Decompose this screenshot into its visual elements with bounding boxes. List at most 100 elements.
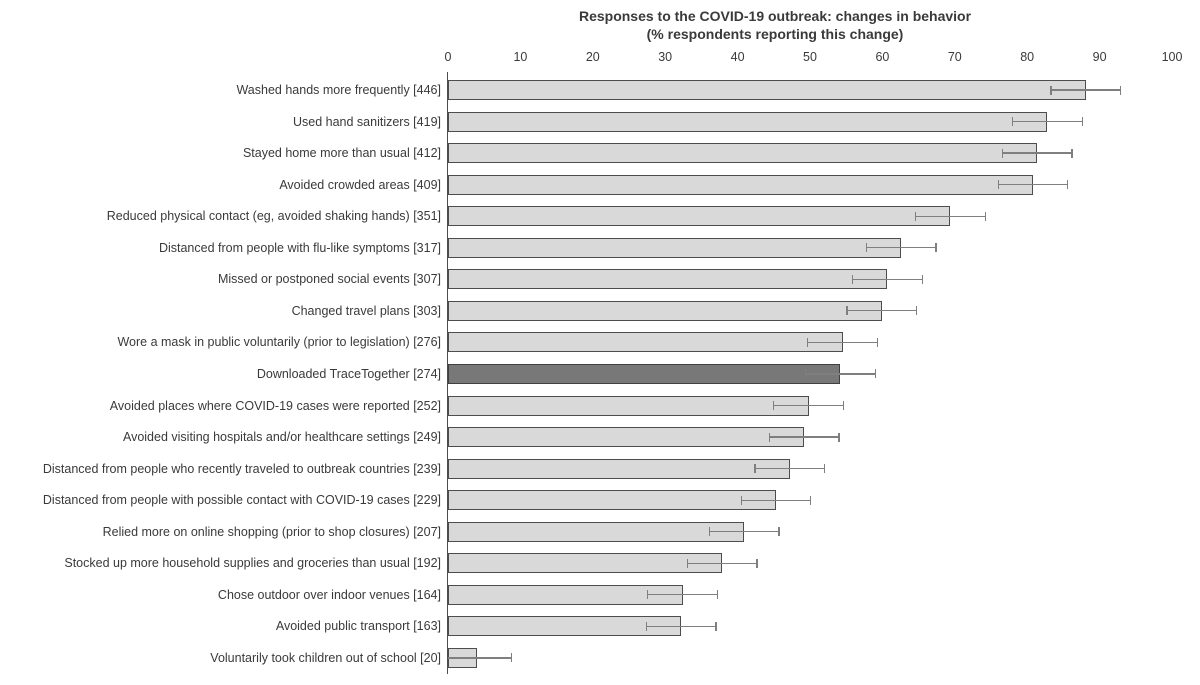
error-bar-cap-right (1081, 117, 1083, 127)
error-bar-cap-right (876, 337, 878, 347)
bar (448, 174, 1033, 195)
x-tick-label: 40 (730, 50, 745, 64)
x-tick-label: 30 (658, 50, 673, 64)
error-bar-cap-right (915, 306, 918, 316)
error-bar-cap-right (984, 211, 986, 221)
bar (448, 363, 841, 384)
error-bar-line (646, 625, 716, 627)
y-axis-line (446, 72, 448, 674)
error-bar-cap-left (805, 369, 807, 379)
category-label: Distanced from people with possible cont… (42, 493, 441, 508)
error-bar-line (852, 278, 923, 280)
error-bar-line (805, 373, 876, 375)
bar (448, 269, 888, 290)
chart-subtitle: (% respondents reporting this change) (646, 26, 904, 42)
error-bar-cap-right (715, 621, 717, 631)
category-label: Washed hands more frequently [446] (236, 83, 441, 97)
error-bar-line (709, 531, 779, 533)
x-tick-label: 20 (585, 50, 600, 64)
error-bar-cap-left (686, 558, 689, 568)
error-bar-line (807, 341, 878, 344)
error-bar-cap-left (915, 211, 917, 221)
error-bar-line (1051, 89, 1121, 91)
category-label: Used hand sanitizers [419] (292, 114, 441, 129)
error-bar-cap-left (645, 621, 648, 631)
category-label: Avoided public transport [163] (275, 619, 441, 634)
error-bar-cap-right (1119, 85, 1122, 95)
bar (448, 143, 1038, 164)
error-bar-line (754, 467, 825, 470)
bar (448, 237, 902, 258)
error-bar-line (915, 215, 986, 217)
category-label: Downloaded TraceTogether [274] (256, 366, 441, 381)
category-label: Stocked up more household supplies and g… (64, 556, 441, 571)
error-bar-cap-left (740, 495, 742, 505)
error-bar-cap-right (838, 432, 840, 442)
category-label: Avoided places where COVID-19 cases were… (109, 398, 441, 413)
error-bar-cap-left (773, 401, 775, 410)
bar (448, 553, 723, 574)
error-bar-cap-left (865, 243, 868, 253)
error-bar-cap-right (1071, 148, 1073, 158)
error-bar-line (846, 310, 917, 312)
bar (448, 427, 805, 448)
error-bar-cap-right (842, 401, 844, 410)
bar (448, 111, 1048, 132)
category-label: Distanced from people who recently trave… (42, 461, 441, 476)
error-bar-line (1002, 152, 1073, 154)
x-tick-label: 50 (803, 50, 817, 64)
error-bar-cap-left (846, 306, 848, 316)
error-bar-cap-left (997, 180, 999, 190)
error-bar-cap-left (708, 527, 710, 537)
chart-title-block: Responses to the COVID-19 outbreak: chan… (275, 7, 1200, 43)
bar (448, 80, 1086, 100)
category-label: Stayed home more than usual [412] (242, 146, 441, 161)
x-tick-label: 70 (947, 50, 962, 64)
category-label: Avoided visiting hospitals and/or health… (122, 430, 441, 445)
category-label: Missed or postponed social events [307] (217, 272, 441, 287)
error-bar-cap-right (778, 527, 780, 537)
error-bar-cap-left (852, 274, 854, 284)
x-tick-label: 90 (1092, 50, 1107, 64)
error-bar-cap-right (935, 243, 937, 253)
category-label: Chose outdoor over indoor venues [164] (217, 587, 441, 602)
bar (448, 458, 790, 479)
bar (448, 300, 882, 321)
error-bar-line (647, 594, 718, 596)
category-label: Relied more on online shopping (prior to… (102, 524, 441, 539)
error-bar-line (998, 184, 1068, 186)
error-bar-cap-right (921, 274, 923, 284)
bar (448, 521, 745, 542)
x-tick-label: 60 (875, 50, 890, 64)
error-bar-cap-left (1001, 148, 1004, 158)
category-label: Reduced physical contact (eg, avoided sh… (106, 209, 441, 224)
chart-title: Responses to the COVID-19 outbreak: chan… (578, 8, 972, 24)
error-bar-line (1012, 120, 1083, 123)
bar (448, 206, 951, 227)
x-tick-label: 10 (513, 50, 528, 64)
error-bar-cap-left (1012, 117, 1014, 127)
bar (448, 332, 843, 353)
error-bar-cap-left (647, 590, 649, 600)
error-bar-line (448, 657, 512, 659)
x-tick-label: 100 (1161, 50, 1183, 64)
category-label: Voluntarily took children out of school … (210, 650, 441, 665)
error-bar-cap-right (874, 369, 876, 379)
category-label: Distanced from people with flu-like symp… (158, 240, 441, 255)
error-bar-line (741, 499, 811, 501)
error-bar-cap-right (756, 558, 758, 568)
error-bar-cap-right (810, 495, 812, 505)
category-label: Avoided crowded areas [409] (279, 177, 441, 192)
error-bar-cap-left (768, 432, 771, 442)
error-bar-cap-left (754, 464, 756, 474)
error-bar-cap-right (1067, 180, 1069, 190)
error-bar-cap-right (823, 464, 826, 474)
category-label: Changed travel plans [303] (291, 303, 441, 318)
error-bar-cap-right (716, 590, 718, 600)
error-bar-cap-left (1050, 85, 1052, 95)
error-bar-line (769, 436, 839, 438)
bar (448, 490, 776, 511)
error-bar-line (687, 562, 758, 564)
x-tick-label: 0 (444, 50, 452, 64)
